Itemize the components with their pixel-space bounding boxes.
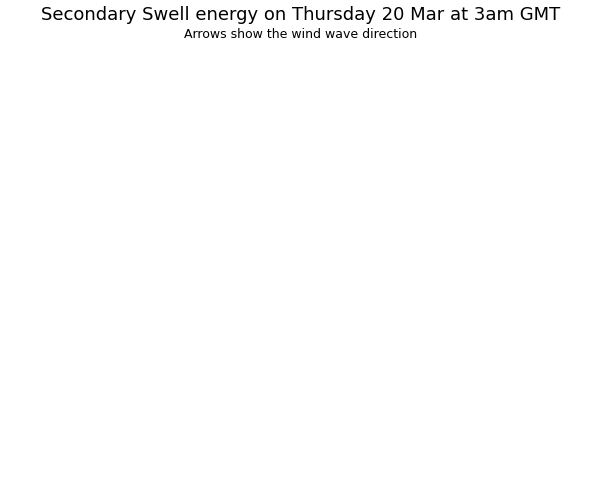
Text: Arrows show the wind wave direction: Arrows show the wind wave direction <box>184 28 417 41</box>
Text: Map unavailable
(No module named 'cartopy'): Map unavailable (No module named 'cartop… <box>219 255 382 276</box>
Text: Secondary Swell energy on Thursday 20 Mar at 3am GMT: Secondary Swell energy on Thursday 20 Ma… <box>41 6 560 24</box>
